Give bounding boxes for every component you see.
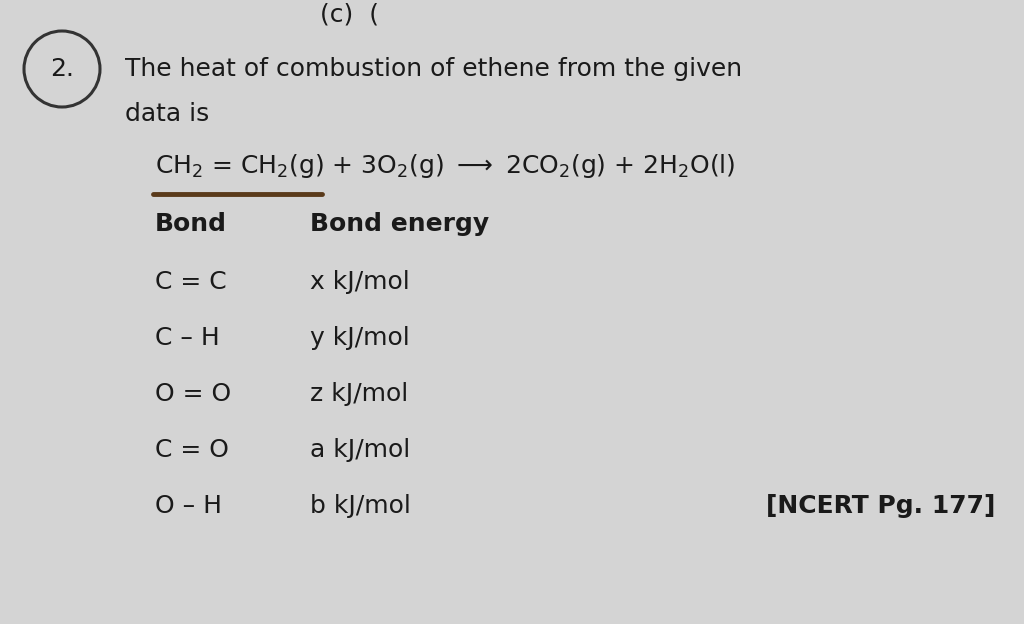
Text: O = O: O = O (155, 382, 231, 406)
Circle shape (24, 31, 100, 107)
Text: Bond energy: Bond energy (310, 212, 489, 236)
Text: z kJ/mol: z kJ/mol (310, 382, 409, 406)
Text: (c)  (: (c) ( (321, 2, 380, 26)
Text: C – H: C – H (155, 326, 220, 350)
Text: x kJ/mol: x kJ/mol (310, 270, 410, 294)
Text: y kJ/mol: y kJ/mol (310, 326, 410, 350)
Text: b kJ/mol: b kJ/mol (310, 494, 411, 518)
Text: The heat of combustion of ethene from the given: The heat of combustion of ethene from th… (125, 57, 742, 81)
Text: C = O: C = O (155, 438, 229, 462)
Text: 2.: 2. (50, 57, 74, 81)
Text: C = C: C = C (155, 270, 226, 294)
Text: CH$_2$ = CH$_2$(g) + 3O$_2$(g) $\longrightarrow$ 2CO$_2$(g) + 2H$_2$O(l): CH$_2$ = CH$_2$(g) + 3O$_2$(g) $\longrig… (155, 152, 735, 180)
Text: Bond: Bond (155, 212, 227, 236)
Text: [NCERT Pg. 177]: [NCERT Pg. 177] (766, 494, 995, 518)
Text: O – H: O – H (155, 494, 222, 518)
Text: a kJ/mol: a kJ/mol (310, 438, 411, 462)
Text: data is: data is (125, 102, 209, 126)
